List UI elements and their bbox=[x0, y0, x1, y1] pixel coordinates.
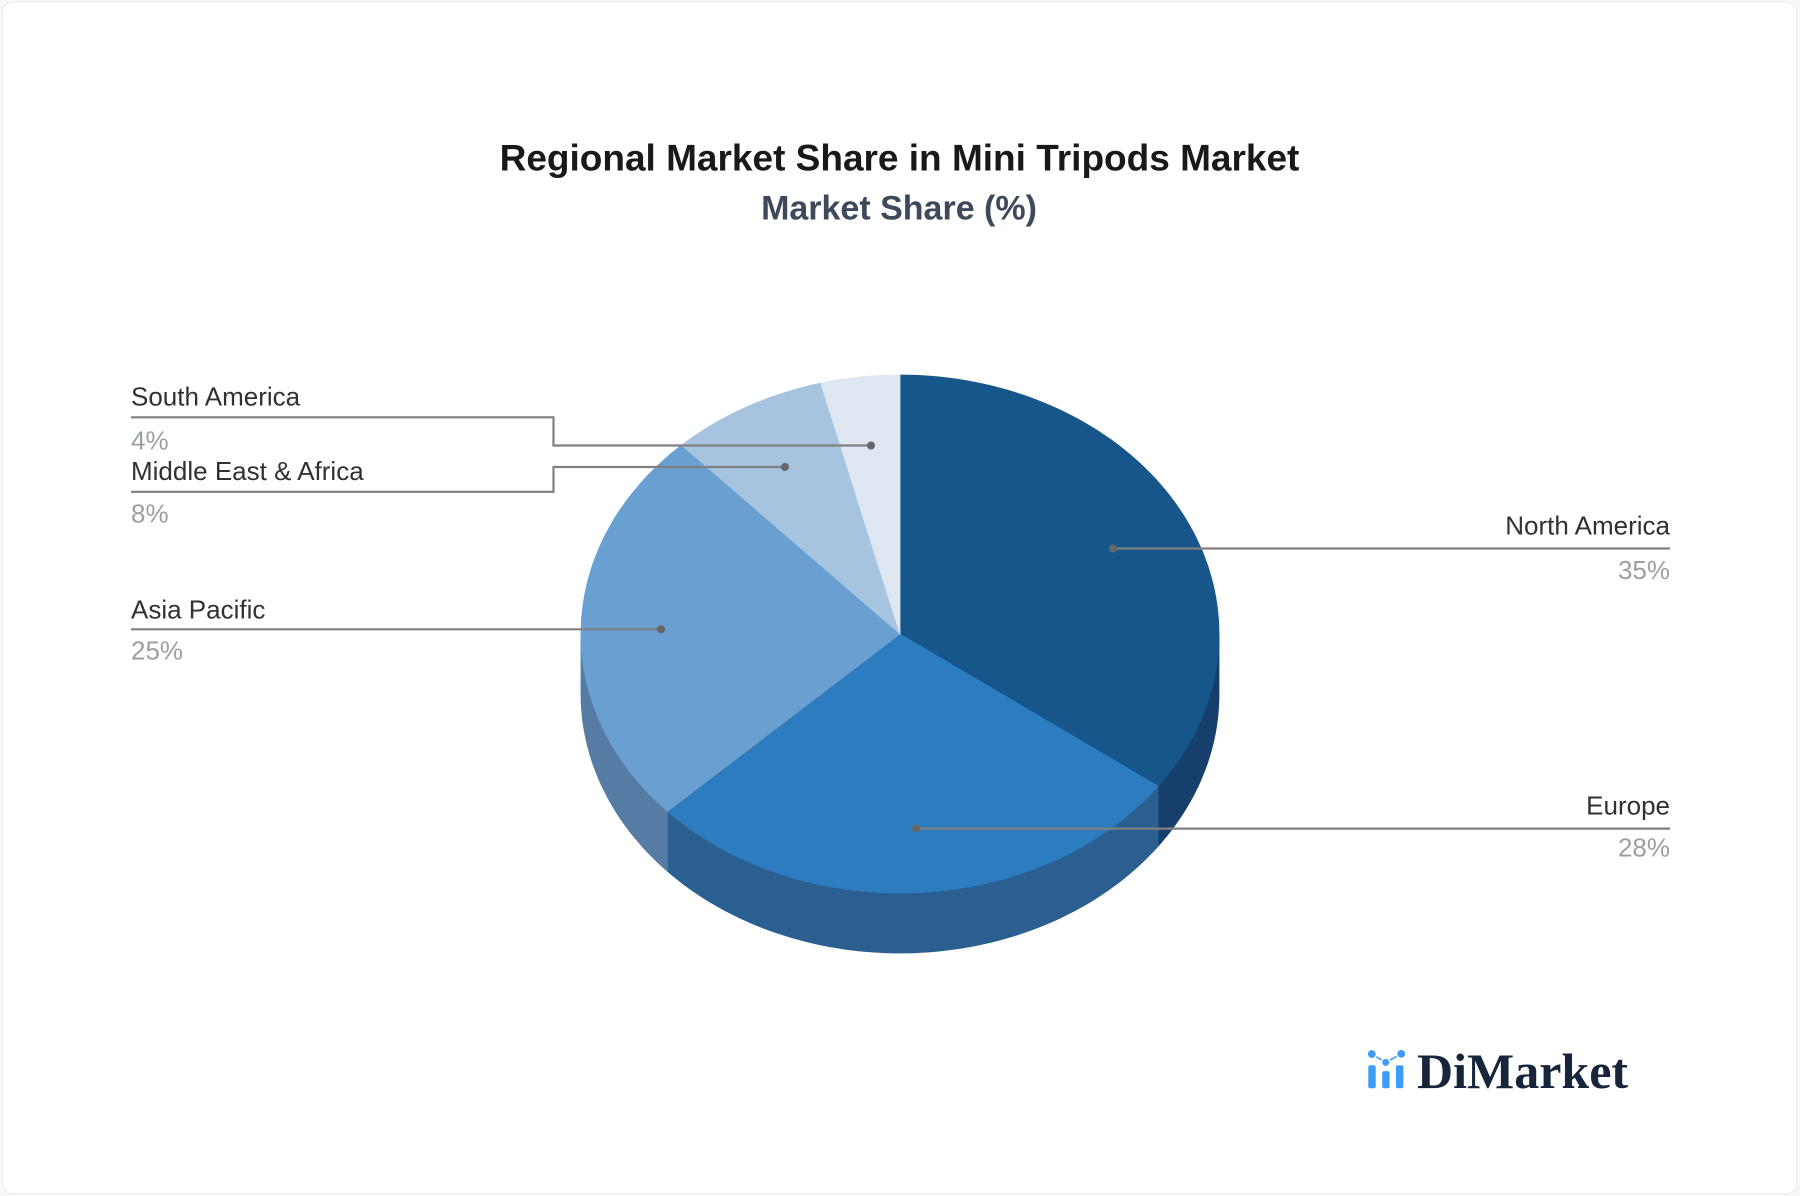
svg-text:DiMarket: DiMarket bbox=[1417, 1043, 1628, 1099]
svg-text:Regional Market Share in Mini: Regional Market Share in Mini Tripods Ma… bbox=[500, 137, 1300, 178]
svg-text:South America: South America bbox=[131, 381, 301, 411]
svg-text:Europe: Europe bbox=[1586, 791, 1670, 821]
svg-text:Asia Pacific: Asia Pacific bbox=[131, 594, 265, 624]
svg-text:8%: 8% bbox=[131, 499, 169, 529]
svg-text:28%: 28% bbox=[1618, 832, 1670, 862]
svg-text:35%: 35% bbox=[1618, 555, 1670, 585]
svg-text:Middle East & Africa: Middle East & Africa bbox=[131, 456, 364, 486]
svg-text:25%: 25% bbox=[131, 635, 183, 665]
svg-text:4%: 4% bbox=[131, 425, 169, 455]
svg-text:Market Share (%): Market Share (%) bbox=[761, 190, 1037, 228]
svg-text:North America: North America bbox=[1505, 510, 1670, 540]
